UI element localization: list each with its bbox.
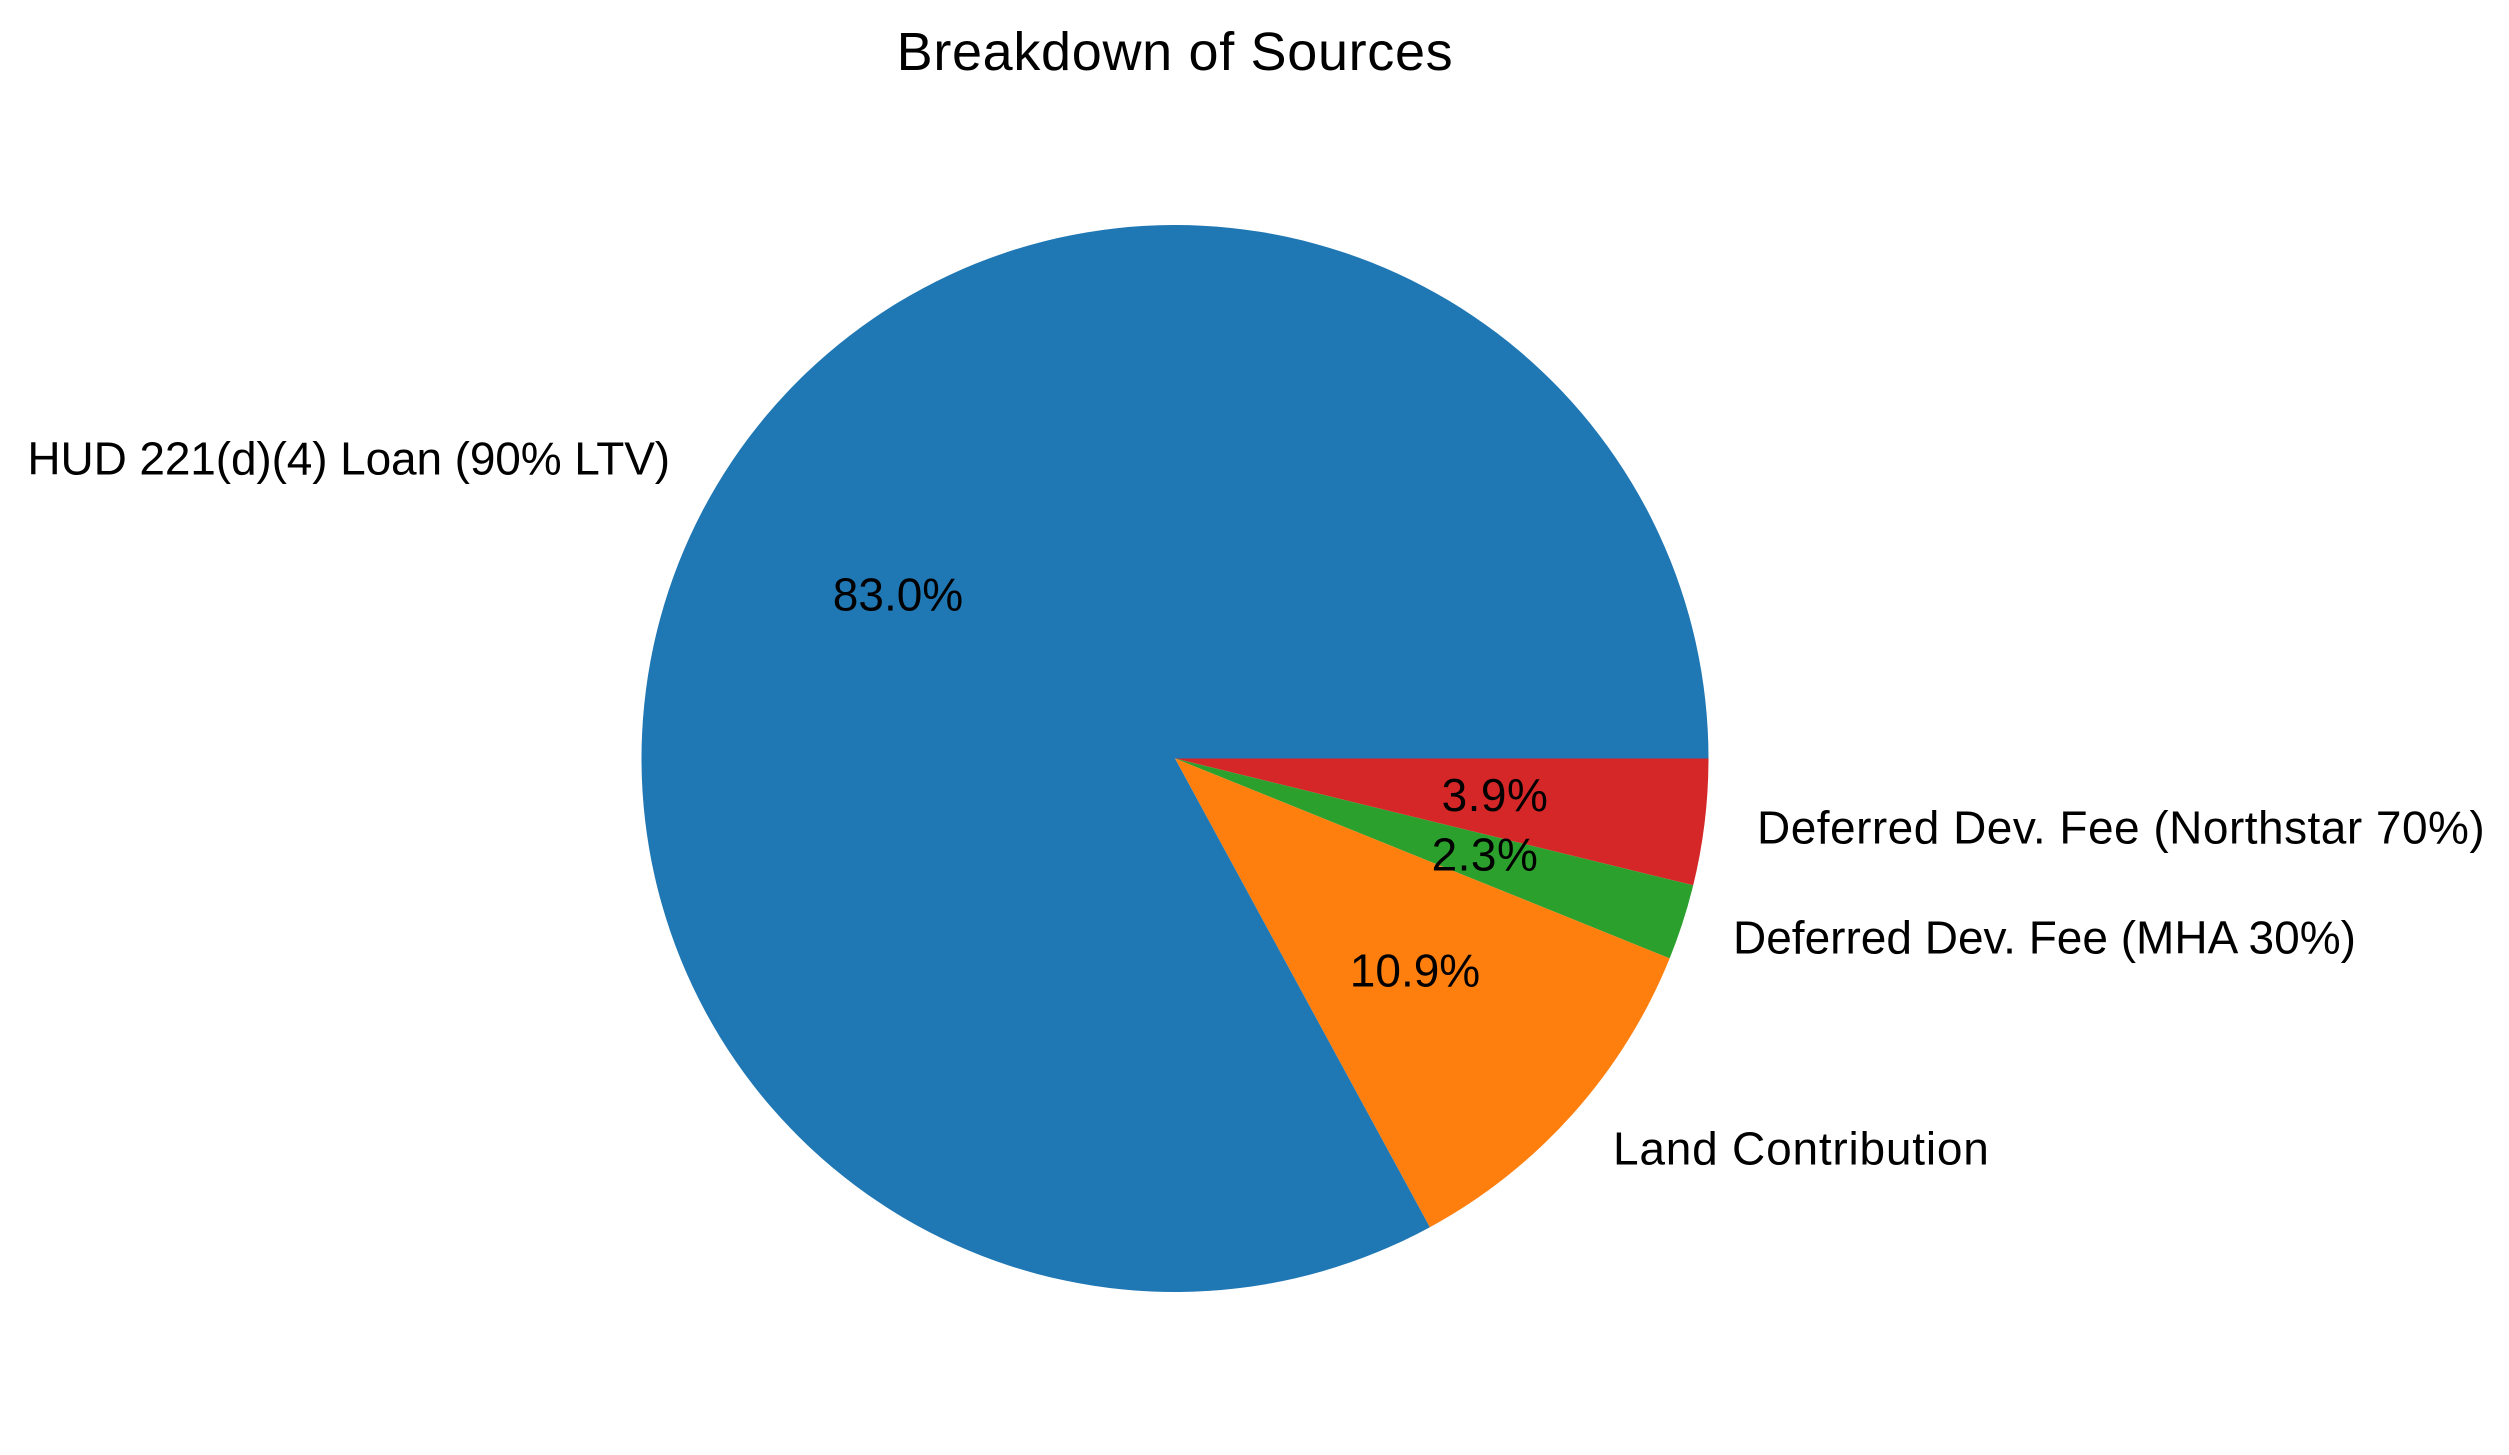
svg-text:Deferred Dev. Fee (MHA 30%): Deferred Dev. Fee (MHA 30%) [1733, 912, 2356, 964]
svg-text:Land Contribution: Land Contribution [1613, 1123, 1990, 1175]
svg-text:83.0%: 83.0% [833, 569, 963, 621]
svg-text:10.9%: 10.9% [1350, 945, 1480, 997]
svg-text:2.3%: 2.3% [1432, 829, 1539, 881]
svg-text:3.9%: 3.9% [1442, 769, 1549, 821]
svg-text:HUD 221(d)(4) Loan (90% LTV): HUD 221(d)(4) Loan (90% LTV) [27, 433, 670, 485]
svg-text:Breakdown of Sources: Breakdown of Sources [897, 22, 1454, 82]
svg-text:Deferred Dev. Fee (Northstar 7: Deferred Dev. Fee (Northstar 70%) [1757, 802, 2485, 854]
